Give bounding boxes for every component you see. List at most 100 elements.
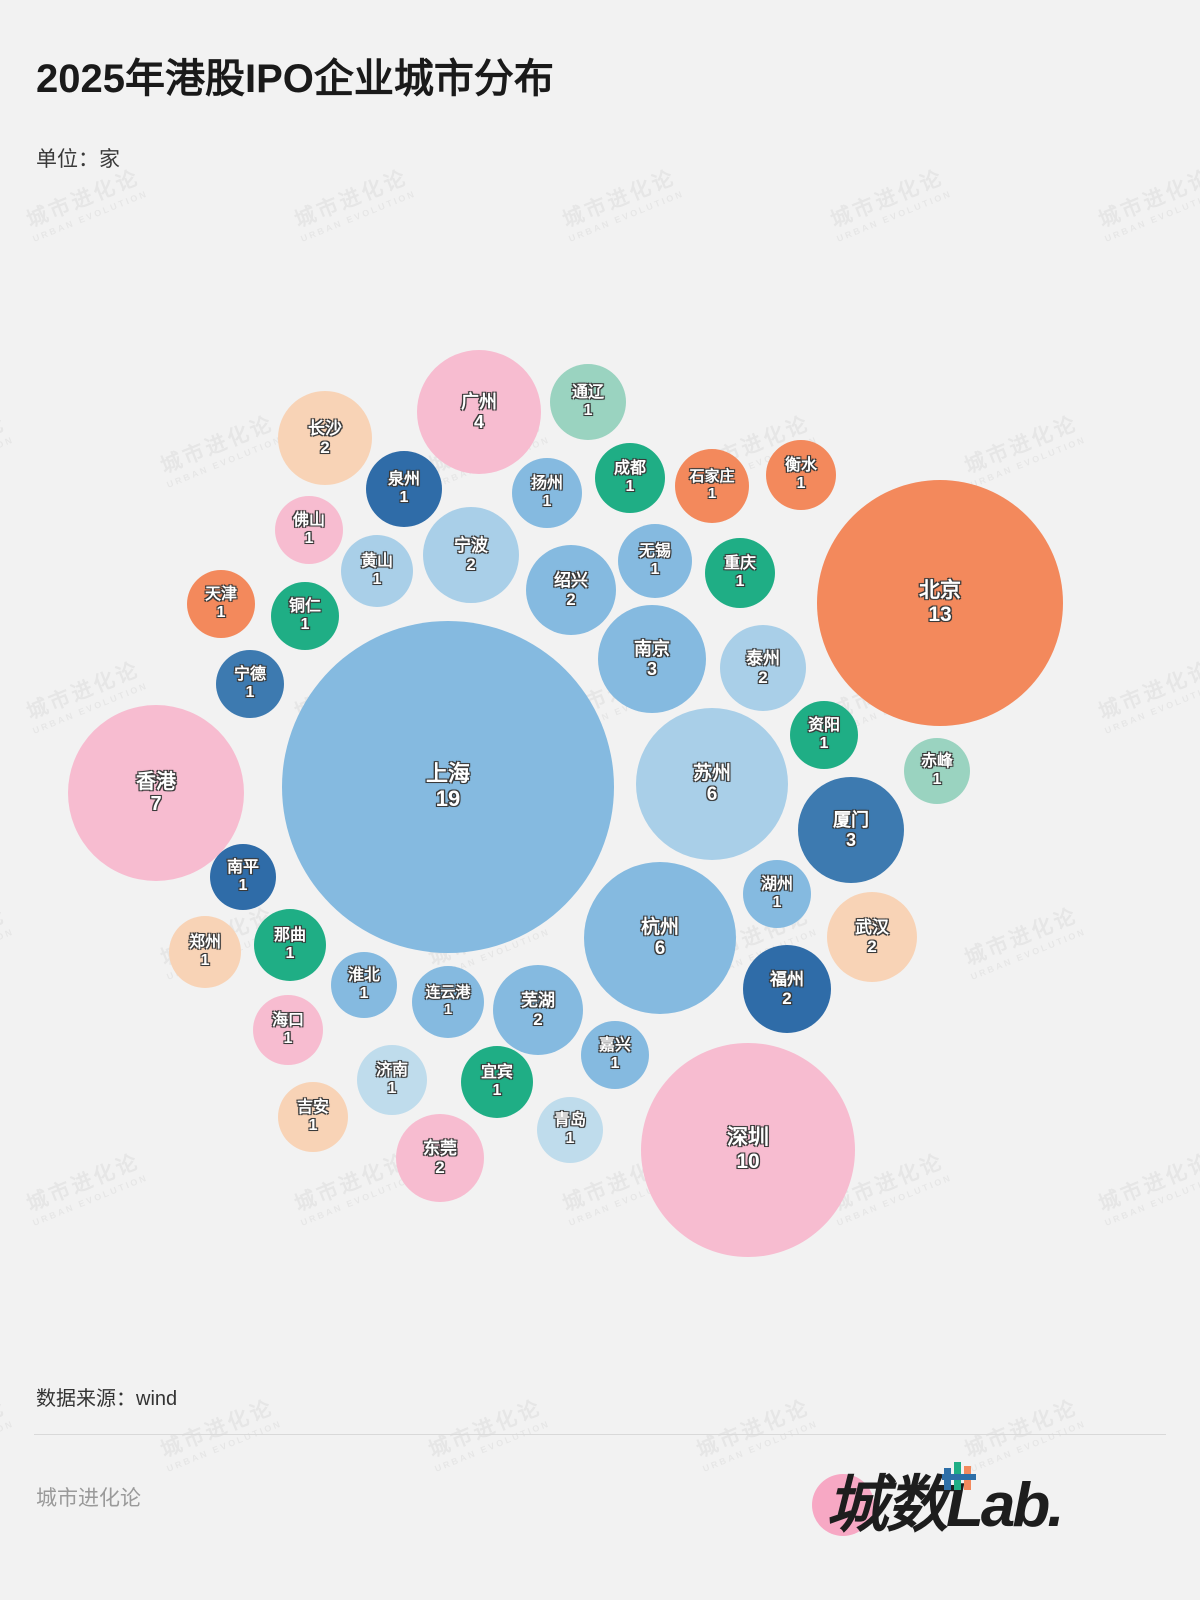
bubble-香港[interactable]: 香港 7 xyxy=(68,705,244,881)
bubble-芜湖[interactable]: 芜湖 2 xyxy=(493,965,583,1055)
bubble-福州[interactable]: 福州 2 xyxy=(743,945,831,1033)
bubble-宁波[interactable]: 宁波 2 xyxy=(423,507,519,603)
watermark-text-en: URBAN EVOLUTION xyxy=(31,189,150,246)
bubble-label: 黄山 xyxy=(360,553,393,571)
bubble-value: 1 xyxy=(372,571,382,588)
bubble-济南[interactable]: 济南 1 xyxy=(357,1045,427,1115)
bubble-淮北[interactable]: 淮北 1 xyxy=(331,952,397,1018)
bubble-value: 7 xyxy=(150,793,162,815)
watermark-tile: 城市进化论URBAN EVOLUTION xyxy=(825,164,954,245)
logo-circle-decoration xyxy=(812,1474,874,1536)
bubble-长沙[interactable]: 长沙 2 xyxy=(278,391,372,485)
bubble-value: 1 xyxy=(216,604,226,621)
bubble-label: 成都 xyxy=(613,460,646,478)
bubble-东莞[interactable]: 东莞 2 xyxy=(396,1114,484,1202)
bubble-label: 广州 xyxy=(461,391,497,412)
bubble-连云港[interactable]: 连云港 1 xyxy=(412,966,484,1038)
bubble-苏州[interactable]: 苏州 6 xyxy=(636,708,788,860)
bubble-value: 1 xyxy=(304,530,314,547)
bubble-宁德[interactable]: 宁德 1 xyxy=(216,650,284,718)
bubble-厦门[interactable]: 厦门 3 xyxy=(798,777,904,883)
bubble-label: 泰州 xyxy=(746,648,780,668)
bubble-湖州[interactable]: 湖州 1 xyxy=(743,860,811,928)
bubble-石家庄[interactable]: 石家庄 1 xyxy=(675,449,749,523)
watermark-text-en: URBAN EVOLUTION xyxy=(299,189,418,246)
watermark-tile: 城市进化论URBAN EVOLUTION xyxy=(289,164,418,245)
logo-wordmark-cn: 城数 xyxy=(826,1471,948,1540)
bubble-value: 19 xyxy=(435,786,461,811)
watermark-text-en: URBAN EVOLUTION xyxy=(1103,189,1200,246)
bubble-value: 6 xyxy=(706,784,718,805)
bubble-广州[interactable]: 广州 4 xyxy=(417,350,541,474)
bubble-赤峰[interactable]: 赤峰 1 xyxy=(904,738,970,804)
bubble-资阳[interactable]: 资阳 1 xyxy=(790,701,858,769)
bubble-青岛[interactable]: 青岛 1 xyxy=(537,1097,603,1163)
bubble-label: 厦门 xyxy=(833,809,869,830)
bubble-黄山[interactable]: 黄山 1 xyxy=(341,535,413,607)
bubble-南京[interactable]: 南京 3 xyxy=(598,605,706,713)
bubble-label: 苏州 xyxy=(692,762,731,784)
bubble-label: 长沙 xyxy=(308,418,342,438)
bubble-value: 1 xyxy=(443,1001,453,1018)
watermark-text-en: URBAN EVOLUTION xyxy=(567,189,686,246)
bubble-value: 1 xyxy=(610,1055,620,1072)
bubble-value: 6 xyxy=(654,938,666,959)
footer-divider xyxy=(34,1434,1166,1435)
bubble-label: 泉州 xyxy=(387,471,420,489)
bubble-label: 上海 xyxy=(425,761,470,787)
bubble-杭州[interactable]: 杭州 6 xyxy=(584,862,736,1014)
bubble-label: 扬州 xyxy=(530,475,563,493)
bubble-绍兴[interactable]: 绍兴 2 xyxy=(526,545,616,635)
unit-label: 单位：家 xyxy=(36,148,120,171)
bubble-label: 济南 xyxy=(375,1062,408,1080)
bubble-深圳[interactable]: 深圳 10 xyxy=(641,1043,855,1257)
bubble-衡水[interactable]: 衡水 1 xyxy=(766,440,836,510)
bubble-label: 无锡 xyxy=(638,543,671,561)
bubble-泉州[interactable]: 泉州 1 xyxy=(366,451,442,527)
bubble-value: 1 xyxy=(565,1130,575,1147)
bubble-泰州[interactable]: 泰州 2 xyxy=(720,625,806,711)
bubble-value: 1 xyxy=(245,684,255,701)
bubble-成都[interactable]: 成都 1 xyxy=(595,443,665,513)
bubble-武汉[interactable]: 武汉 2 xyxy=(827,892,917,982)
bubble-value: 1 xyxy=(238,877,248,894)
bubble-铜仁[interactable]: 铜仁 1 xyxy=(271,582,339,650)
bubble-value: 1 xyxy=(542,493,552,510)
bubble-value: 1 xyxy=(399,489,409,506)
bubble-label: 武汉 xyxy=(855,917,889,937)
bubble-label: 北京 xyxy=(919,579,961,603)
bubble-扬州[interactable]: 扬州 1 xyxy=(512,458,582,528)
bubble-label: 天津 xyxy=(204,586,237,604)
bubble-value: 2 xyxy=(758,668,768,687)
bubble-海口[interactable]: 海口 1 xyxy=(253,995,323,1065)
bubble-label: 嘉兴 xyxy=(598,1037,631,1055)
bubble-重庆[interactable]: 重庆 1 xyxy=(705,538,775,608)
bubble-佛山[interactable]: 佛山 1 xyxy=(275,496,343,564)
bubble-南平[interactable]: 南平 1 xyxy=(210,844,276,910)
watermark-tile: 城市进化论URBAN EVOLUTION xyxy=(557,164,686,245)
bubble-value: 2 xyxy=(320,438,330,457)
watermark-tile: 城市进化论URBAN EVOLUTION xyxy=(21,164,150,245)
bubble-value: 3 xyxy=(646,659,657,679)
bubble-吉安[interactable]: 吉安 1 xyxy=(278,1082,348,1152)
bubble-嘉兴[interactable]: 嘉兴 1 xyxy=(581,1021,649,1089)
bubble-label: 石家庄 xyxy=(689,468,735,486)
bubble-郑州[interactable]: 郑州 1 xyxy=(169,916,241,988)
bubble-label: 深圳 xyxy=(727,1126,769,1150)
watermark-text-cn: 城市进化论 xyxy=(825,164,949,235)
bubble-value: 1 xyxy=(387,1080,397,1097)
bubble-value: 1 xyxy=(707,485,717,502)
bubble-value: 1 xyxy=(583,402,593,419)
bubble-北京[interactable]: 北京 13 xyxy=(817,480,1063,726)
watermark-text-cn: 城市进化论 xyxy=(1093,164,1200,235)
bubble-那曲[interactable]: 那曲 1 xyxy=(254,909,326,981)
bubble-label: 芜湖 xyxy=(521,990,555,1010)
bubble-label: 南平 xyxy=(226,859,259,877)
page-title: 2025年港股IPO企业城市分布 xyxy=(36,57,554,101)
bubble-天津[interactable]: 天津 1 xyxy=(187,570,255,638)
bubble-上海[interactable]: 上海 19 xyxy=(282,621,614,953)
bubble-value: 1 xyxy=(200,952,210,969)
bubble-通辽[interactable]: 通辽 1 xyxy=(550,364,626,440)
bubble-无锡[interactable]: 无锡 1 xyxy=(618,524,692,598)
bubble-宜宾[interactable]: 宜宾 1 xyxy=(461,1046,533,1118)
